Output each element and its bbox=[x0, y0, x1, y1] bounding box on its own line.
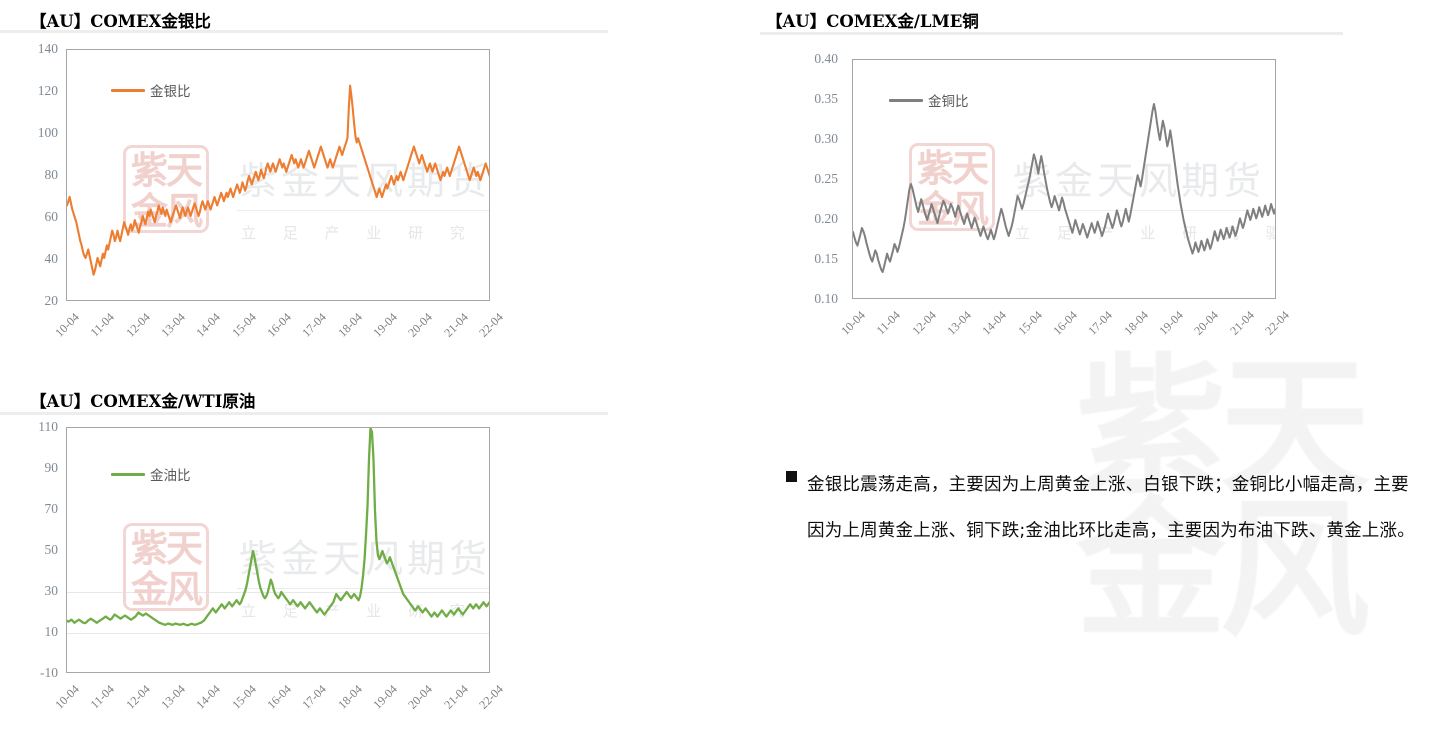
x-tick: 12-04 bbox=[908, 308, 939, 338]
x-tick: 16-04 bbox=[264, 682, 294, 712]
x-tick: 13-04 bbox=[944, 308, 974, 338]
summary-note: 金银比震荡走高，主要因为上周黄金上涨、白银下跌；金铜比小幅走高，主要因为上周黄金… bbox=[786, 462, 1426, 554]
y-axis-gold-oil: 110 90 70 50 30 10 -10 bbox=[0, 418, 58, 680]
y-tick: 10 bbox=[44, 624, 59, 639]
y-tick: 0.25 bbox=[814, 171, 838, 186]
y-tick: 0.30 bbox=[814, 131, 838, 146]
x-tick: 13-04 bbox=[158, 310, 188, 340]
y-tick: 80 bbox=[44, 167, 59, 182]
page-title-gold-copper: 【AU】COMEX金/LME铜 bbox=[766, 12, 979, 31]
page-title-gold-silver: 【AU】COMEX金银比 bbox=[30, 12, 211, 31]
x-tick: 15-04 bbox=[228, 310, 259, 340]
square-bullet-icon bbox=[786, 471, 797, 482]
x-tick: 20-04 bbox=[405, 682, 436, 712]
x-tick: 18-04 bbox=[1120, 308, 1151, 338]
x-tick: 10-04 bbox=[838, 308, 868, 338]
x-axis-gold-oil: 10-04 11-04 12-04 13-04 14-04 15-04 16-04 17-04… bbox=[52, 678, 506, 736]
y-tick: 110 bbox=[38, 419, 58, 434]
x-tick: 16-04 bbox=[1050, 308, 1080, 338]
summary-note-text: 金银比震荡走高，主要因为上周黄金上涨、白银下跌；金铜比小幅走高，主要因为上周黄金… bbox=[807, 475, 1415, 541]
y-tick: 140 bbox=[37, 41, 58, 56]
y-tick: 20 bbox=[44, 293, 59, 308]
chart-gold-copper-ratio: 0.40 0.35 0.30 0.25 0.20 0.15 0.10 紫天 金风 … bbox=[790, 48, 1410, 393]
y-tick: 0.40 bbox=[814, 51, 838, 66]
y-tick: 90 bbox=[44, 460, 59, 475]
y-tick: 100 bbox=[37, 125, 58, 140]
y-tick: 0.15 bbox=[814, 251, 838, 266]
gridline bbox=[67, 592, 489, 593]
x-tick: 11-04 bbox=[87, 682, 118, 712]
x-axis-gold-copper: 10-04 11-04 12-04 13-04 14-04 15-04 16-04 17-04… bbox=[838, 304, 1292, 364]
y-tick: 120 bbox=[37, 83, 58, 98]
chart-gold-silver-ratio: 140 120 100 80 60 40 20 紫天 金风 紫金天风期货 立 足 … bbox=[0, 38, 620, 383]
x-tick: 10-04 bbox=[52, 310, 82, 340]
x-tick: 12-04 bbox=[122, 310, 153, 340]
title-divider-gold-oil bbox=[0, 412, 608, 415]
x-axis-gold-silver: 10-04 11-04 12-04 13-04 14-04 15-04 16-04 17-04… bbox=[52, 306, 506, 366]
x-tick: 11-04 bbox=[87, 310, 118, 340]
x-tick: 18-04 bbox=[334, 310, 365, 340]
x-tick: 21-04 bbox=[440, 310, 471, 340]
x-tick: 11-04 bbox=[873, 308, 904, 338]
x-tick: 15-04 bbox=[228, 682, 259, 712]
y-tick: -10 bbox=[40, 665, 58, 680]
x-tick: 19-04 bbox=[370, 310, 400, 340]
series-line-gold-oil bbox=[67, 428, 489, 627]
x-tick: 17-04 bbox=[299, 682, 330, 712]
y-axis-gold-silver: 140 120 100 80 60 40 20 bbox=[0, 38, 59, 308]
x-tick: 16-04 bbox=[264, 310, 294, 340]
series-line-gold-silver bbox=[67, 84, 489, 276]
x-tick: 14-04 bbox=[979, 308, 1010, 338]
x-tick: 22-04 bbox=[476, 682, 506, 712]
x-tick: 13-04 bbox=[158, 682, 188, 712]
page-title-gold-oil: 【AU】COMEX金/WTI原油 bbox=[30, 392, 256, 411]
x-tick: 14-04 bbox=[193, 682, 224, 712]
y-tick: 40 bbox=[44, 251, 59, 266]
x-tick: 21-04 bbox=[440, 682, 471, 712]
y-tick: 0.35 bbox=[814, 91, 838, 106]
y-axis-gold-copper: 0.40 0.35 0.30 0.25 0.20 0.15 0.10 bbox=[790, 48, 838, 306]
y-tick: 50 bbox=[44, 542, 59, 557]
x-tick: 17-04 bbox=[299, 310, 330, 340]
x-tick: 15-04 bbox=[1014, 308, 1045, 338]
y-tick: 70 bbox=[44, 501, 59, 516]
x-tick: 19-04 bbox=[370, 682, 400, 712]
title-divider-gold-copper bbox=[760, 32, 1343, 35]
x-tick: 14-04 bbox=[193, 310, 224, 340]
x-tick: 20-04 bbox=[1191, 308, 1222, 338]
x-tick: 19-04 bbox=[1156, 308, 1186, 338]
x-tick: 22-04 bbox=[476, 310, 506, 340]
gridline bbox=[67, 633, 489, 634]
x-tick: 12-04 bbox=[122, 682, 153, 712]
x-tick: 18-04 bbox=[334, 682, 365, 712]
series-line-gold-copper bbox=[853, 103, 1275, 273]
x-tick: 21-04 bbox=[1226, 308, 1257, 338]
y-tick: 0.20 bbox=[814, 211, 838, 226]
y-tick: 0.10 bbox=[814, 291, 838, 306]
y-tick: 30 bbox=[44, 583, 59, 598]
title-divider-gold-silver bbox=[0, 30, 608, 33]
chart-gold-oil-ratio: 110 90 70 50 30 10 -10 紫天 金风 紫金天风期货 立 足 产… bbox=[0, 418, 620, 736]
x-tick: 10-04 bbox=[52, 682, 82, 712]
x-tick: 22-04 bbox=[1262, 308, 1292, 338]
y-tick: 60 bbox=[44, 209, 59, 224]
x-tick: 17-04 bbox=[1085, 308, 1116, 338]
x-tick: 20-04 bbox=[405, 310, 436, 340]
